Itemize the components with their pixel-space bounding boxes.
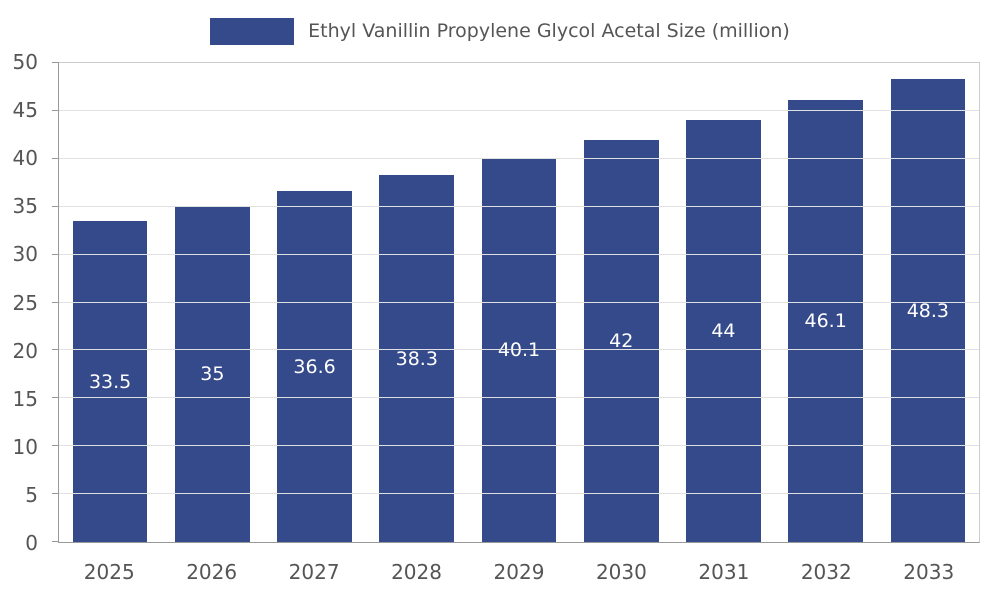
x-tick-label: 2025	[83, 560, 135, 584]
bar: 36.6	[277, 191, 352, 542]
y-tick-label: 40	[12, 146, 38, 171]
bar: 48.3	[890, 79, 966, 542]
gridline	[59, 493, 979, 495]
y-tick-mark	[52, 397, 59, 399]
bar: 46.1	[788, 100, 863, 542]
bars-container: 33.5 35 36.6 38.3 40.1 42 44 46.1 48.3	[59, 63, 979, 542]
x-tick-label: 2031	[698, 560, 750, 584]
gridline	[59, 397, 979, 399]
gridline	[59, 349, 979, 351]
bar: 35	[175, 206, 250, 542]
bar: 33.5	[72, 221, 148, 542]
legend-swatch-icon	[210, 17, 295, 45]
y-tick-mark	[52, 541, 59, 542]
bar-value-label: 38.3	[395, 347, 438, 370]
y-tick-label: 50	[12, 50, 38, 74]
bar-value-label: 42	[609, 329, 634, 352]
y-tick-label: 15	[12, 386, 38, 411]
bar-value-label: 35	[200, 363, 225, 386]
bar: 38.3	[379, 175, 455, 542]
x-tick-label: 2032	[800, 560, 852, 584]
bar-value-label: 46.1	[804, 310, 847, 333]
y-tick-mark	[52, 205, 59, 207]
bar: 44	[686, 120, 761, 542]
y-tick-label: 35	[12, 194, 38, 219]
gridline	[59, 157, 979, 159]
gridline	[59, 253, 979, 255]
x-axis-labels: 2025 2026 2027 2028 2029 2030 2031 2032 2033	[58, 554, 980, 590]
y-tick-label: 25	[12, 290, 38, 315]
bar-value-label: 36.6	[293, 355, 336, 378]
plot-area: 33.5 35 36.6 38.3 40.1 42 44 46.1 48.3	[52, 62, 980, 543]
x-tick-label: 2033	[903, 560, 955, 584]
x-tick-label: 2028	[391, 560, 442, 584]
gridline	[59, 109, 979, 111]
y-tick-label: 45	[12, 98, 38, 123]
y-tick-label: 0	[25, 531, 38, 555]
bar-cell: 40.1	[468, 63, 570, 542]
gridline	[59, 301, 979, 303]
y-tick-mark	[52, 62, 59, 63]
bar-cell: 42	[570, 63, 672, 542]
gridline	[59, 205, 979, 207]
bar-cell: 44	[672, 63, 774, 542]
y-tick-mark	[52, 445, 59, 447]
bar-value-label: 44	[711, 320, 736, 343]
x-tick-label: 2027	[288, 560, 340, 584]
bar-cell: 33.5	[59, 63, 161, 542]
y-tick-label: 30	[12, 242, 38, 267]
x-tick-label: 2030	[595, 560, 647, 584]
x-tick-label: 2026	[186, 560, 238, 584]
bar-cell: 36.6	[263, 63, 365, 542]
bar: 42	[583, 139, 659, 542]
y-tick-label: 20	[12, 338, 38, 363]
y-tick-mark	[52, 253, 59, 255]
y-tick-mark	[52, 493, 59, 495]
gridline	[59, 445, 979, 447]
bar-value-label: 33.5	[88, 370, 132, 393]
bar-cell: 48.3	[877, 63, 979, 542]
y-tick-label: 5	[25, 482, 38, 507]
bar-value-label: 48.3	[906, 299, 950, 322]
bar-cell: 35	[161, 63, 263, 542]
bar-cell: 46.1	[775, 63, 877, 542]
y-axis-labels: 0 5 10 15 20 25 30 35 40 45 50	[0, 50, 50, 555]
chart-legend: Ethyl Vanillin Propylene Glycol Acetal S…	[0, 14, 1000, 48]
bar-cell: 38.3	[366, 63, 468, 542]
y-tick-mark	[52, 157, 59, 159]
legend-label: Ethyl Vanillin Propylene Glycol Acetal S…	[308, 20, 790, 42]
y-tick-mark	[52, 109, 59, 111]
y-tick-mark	[52, 301, 59, 303]
y-tick-mark	[52, 349, 59, 351]
x-tick-label: 2029	[493, 560, 545, 584]
y-tick-label: 10	[12, 434, 38, 459]
